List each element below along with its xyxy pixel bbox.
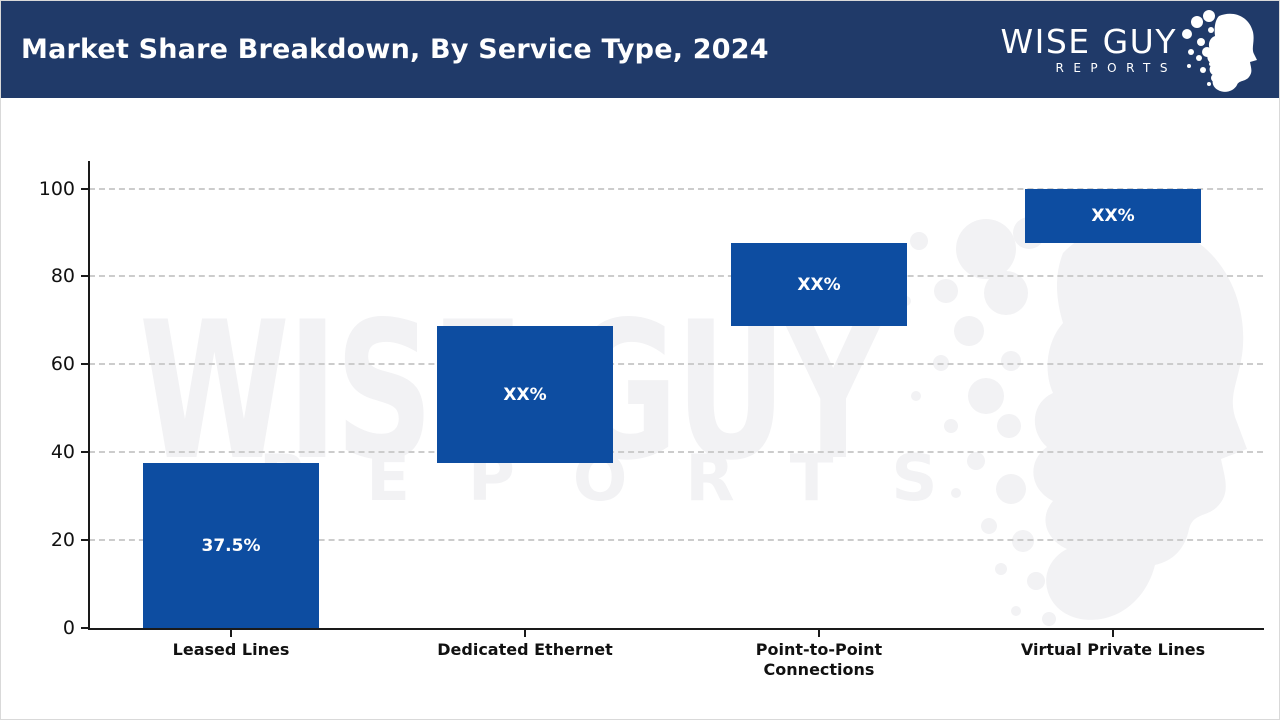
y-tick-mark — [81, 363, 88, 366]
y-tick-label: 40 — [50, 441, 75, 464]
category-label: Point-to-Point Connections — [755, 640, 883, 679]
category-label: Virtual Private Lines — [1020, 640, 1206, 659]
bar-segment: 37.5% — [143, 463, 319, 628]
gridline — [89, 451, 1263, 454]
y-tick-mark — [81, 275, 88, 278]
bar-value-label: XX% — [797, 274, 841, 295]
bar-segment: XX% — [731, 243, 907, 326]
x-tick-mark — [230, 630, 232, 637]
x-axis-spine — [88, 628, 1264, 630]
gridline — [89, 363, 1263, 366]
y-axis-spine — [88, 161, 90, 630]
y-tick-label: 0 — [62, 617, 75, 639]
y-tick-mark — [81, 627, 88, 629]
y-tick-mark — [81, 187, 88, 190]
logo-wordmark: WISE GUY — [1000, 21, 1177, 61]
x-tick-mark — [1112, 630, 1114, 637]
y-tick-label: 100 — [38, 177, 75, 200]
category-label: Leased Lines — [172, 640, 290, 659]
header: Market Share Breakdown, By Service Type,… — [1, 1, 1279, 98]
y-tick-label: 80 — [50, 265, 75, 288]
bar-value-label: XX% — [503, 384, 547, 405]
bar-segment: XX% — [437, 325, 613, 464]
gridline — [89, 187, 1263, 190]
bar-value-label: 37.5% — [201, 535, 261, 556]
gridline — [89, 275, 1263, 278]
bar-value-label: XX% — [1091, 205, 1135, 226]
gridline — [89, 539, 1263, 542]
page-title: Market Share Breakdown, By Service Type,… — [21, 34, 769, 65]
logo-text: WISE GUY REPORTS — [1000, 25, 1177, 75]
x-tick-mark — [524, 630, 526, 637]
y-tick-label: 60 — [50, 353, 75, 376]
y-tick-mark — [81, 451, 88, 454]
y-tick-mark — [81, 539, 88, 542]
y-tick-label: 20 — [50, 529, 75, 552]
x-tick-mark — [818, 630, 820, 637]
wiseguy-logo: WISE GUY REPORTS — [1000, 8, 1257, 92]
bar-segment: XX% — [1025, 188, 1201, 244]
logo-subtext: REPORTS — [1055, 60, 1177, 75]
category-label: Dedicated Ethernet — [437, 640, 613, 659]
logo-head-icon — [1182, 9, 1257, 92]
